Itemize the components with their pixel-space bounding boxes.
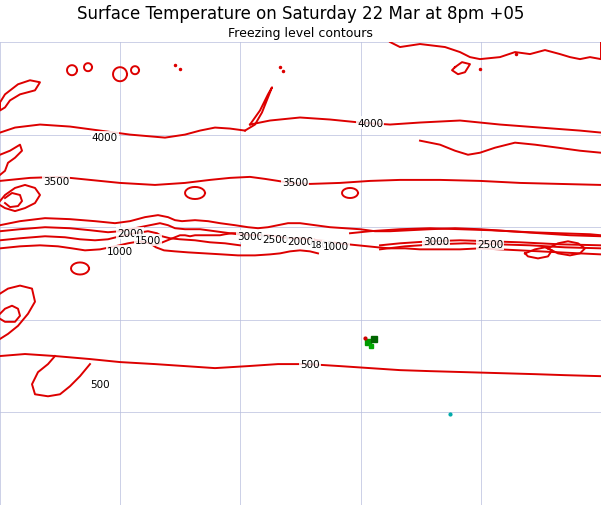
Text: 2000: 2000 [117,229,143,239]
Text: 2500: 2500 [262,235,288,245]
Text: 500: 500 [90,379,110,389]
Text: 3000: 3000 [237,232,263,242]
Text: Freezing level contours: Freezing level contours [228,27,373,40]
Text: 4000: 4000 [92,132,118,142]
Text: 2000: 2000 [287,237,313,247]
Text: 1000: 1000 [323,242,349,252]
Text: 3500: 3500 [282,178,308,187]
Text: Surface Temperature on Saturday 22 Mar at 8pm +05: Surface Temperature on Saturday 22 Mar a… [77,5,524,23]
Text: 1500: 1500 [135,236,161,246]
Text: 500: 500 [300,360,320,369]
Text: 1800: 1800 [311,240,334,249]
Text: 2500: 2500 [477,240,503,250]
Text: 4000: 4000 [357,118,383,128]
Text: 3000: 3000 [423,237,449,247]
Text: 1000: 1000 [107,247,133,257]
Text: 3500: 3500 [43,177,69,186]
